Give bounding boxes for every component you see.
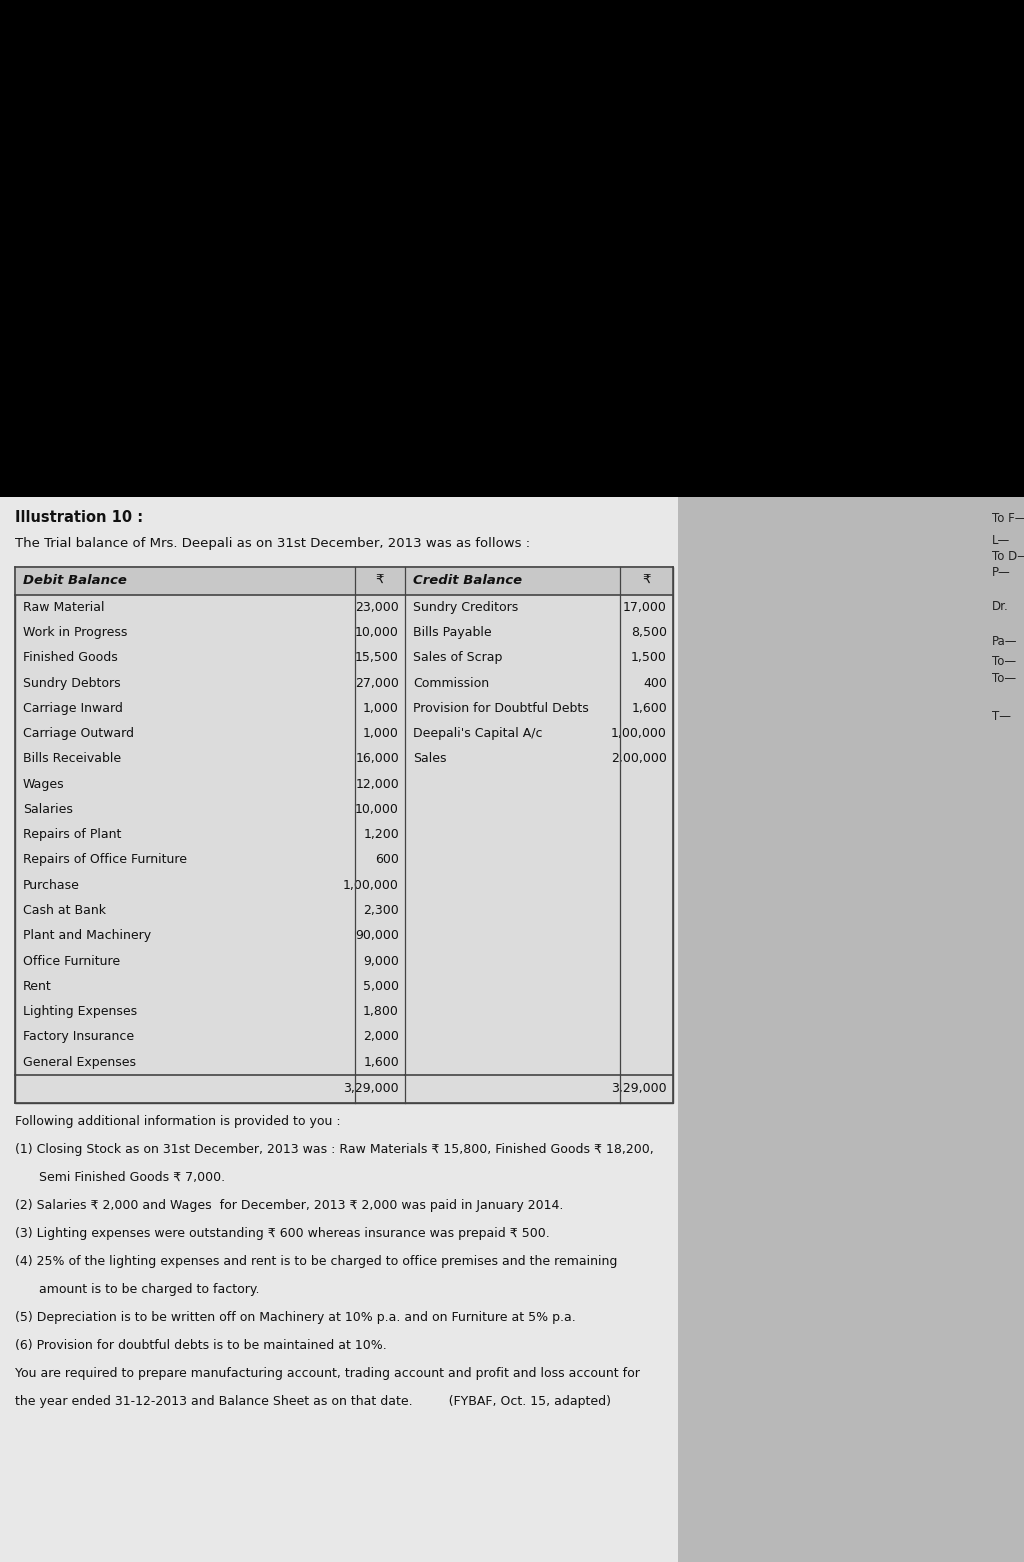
Text: Carriage Inward: Carriage Inward — [23, 701, 123, 715]
Text: Sundry Creditors: Sundry Creditors — [413, 601, 518, 614]
Text: 1,200: 1,200 — [364, 828, 399, 842]
Text: 3,29,000: 3,29,000 — [343, 1082, 399, 1095]
Text: Deepali's Capital A/c: Deepali's Capital A/c — [413, 728, 543, 740]
Text: 1,00,000: 1,00,000 — [611, 728, 667, 740]
Text: Purchase: Purchase — [23, 879, 80, 892]
Text: Salaries: Salaries — [23, 803, 73, 815]
Text: 1,000: 1,000 — [364, 728, 399, 740]
Text: 1,00,000: 1,00,000 — [343, 879, 399, 892]
Text: ₹: ₹ — [642, 575, 650, 587]
Bar — [678, 497, 1024, 1562]
Text: Cash at Bank: Cash at Bank — [23, 904, 106, 917]
Text: 1,000: 1,000 — [364, 701, 399, 715]
Text: 1,800: 1,800 — [364, 1004, 399, 1018]
Text: L—: L— — [992, 534, 1011, 547]
Bar — [0, 0, 1024, 497]
Text: You are required to prepare manufacturing account, trading account and profit an: You are required to prepare manufacturin… — [15, 1367, 640, 1379]
Text: 1,600: 1,600 — [364, 1056, 399, 1068]
Text: 2,00,000: 2,00,000 — [611, 753, 667, 765]
Text: (6) Provision for doubtful debts is to be maintained at 10%.: (6) Provision for doubtful debts is to b… — [15, 1339, 387, 1351]
Text: Wages: Wages — [23, 778, 65, 790]
Text: Repairs of Office Furniture: Repairs of Office Furniture — [23, 853, 187, 867]
Text: Illustration 10 :: Illustration 10 : — [15, 509, 143, 525]
Text: Sales of Scrap: Sales of Scrap — [413, 651, 503, 664]
Bar — [0, 497, 1024, 1562]
Text: Office Furniture: Office Furniture — [23, 954, 120, 967]
Text: 10,000: 10,000 — [355, 803, 399, 815]
Text: Raw Material: Raw Material — [23, 601, 104, 614]
Text: T—: T— — [992, 711, 1011, 723]
Text: 16,000: 16,000 — [355, 753, 399, 765]
Text: 2,300: 2,300 — [364, 904, 399, 917]
Text: 2,000: 2,000 — [364, 1031, 399, 1043]
Text: Plant and Machinery: Plant and Machinery — [23, 929, 152, 942]
Text: 17,000: 17,000 — [624, 601, 667, 614]
Text: Credit Balance: Credit Balance — [413, 575, 522, 587]
Text: Bills Payable: Bills Payable — [413, 626, 492, 639]
Text: To—: To— — [992, 654, 1016, 669]
Bar — [0, 497, 678, 1562]
Text: Repairs of Plant: Repairs of Plant — [23, 828, 122, 842]
Text: (2) Salaries ₹ 2,000 and Wages  for December, 2013 ₹ 2,000 was paid in January 2: (2) Salaries ₹ 2,000 and Wages for Decem… — [15, 1198, 563, 1212]
Bar — [15, 567, 673, 595]
Text: To F—: To F— — [992, 512, 1024, 525]
Text: The Trial balance of Mrs. Deepali as on 31st December, 2013 was as follows :: The Trial balance of Mrs. Deepali as on … — [15, 537, 530, 550]
Text: the year ended 31-12-2013 and Balance Sheet as on that date.         (FYBAF, Oct: the year ended 31-12-2013 and Balance Sh… — [15, 1395, 611, 1407]
Text: Sales: Sales — [413, 753, 446, 765]
Text: Lighting Expenses: Lighting Expenses — [23, 1004, 137, 1018]
Text: amount is to be charged to factory.: amount is to be charged to factory. — [15, 1282, 259, 1296]
Text: Pa—: Pa— — [992, 636, 1018, 648]
Text: Finished Goods: Finished Goods — [23, 651, 118, 664]
Text: 12,000: 12,000 — [355, 778, 399, 790]
Text: Rent: Rent — [23, 979, 52, 993]
Text: To D—: To D— — [992, 550, 1024, 564]
Text: Commission: Commission — [413, 676, 489, 690]
Text: 5,000: 5,000 — [362, 979, 399, 993]
Text: 600: 600 — [375, 853, 399, 867]
Text: 1,600: 1,600 — [631, 701, 667, 715]
Text: To—: To— — [992, 672, 1016, 686]
Text: Provision for Doubtful Debts: Provision for Doubtful Debts — [413, 701, 589, 715]
Text: Debit Balance: Debit Balance — [23, 575, 127, 587]
Text: Carriage Outward: Carriage Outward — [23, 728, 134, 740]
Text: 400: 400 — [643, 676, 667, 690]
Text: (1) Closing Stock as on 31st December, 2013 was : Raw Materials ₹ 15,800, Finish: (1) Closing Stock as on 31st December, 2… — [15, 1143, 653, 1156]
Text: 1,500: 1,500 — [631, 651, 667, 664]
Text: Dr.: Dr. — [992, 600, 1009, 614]
Text: Semi Finished Goods ₹ 7,000.: Semi Finished Goods ₹ 7,000. — [15, 1170, 225, 1184]
Text: P—: P— — [992, 565, 1011, 580]
Text: Bills Receivable: Bills Receivable — [23, 753, 121, 765]
Text: (3) Lighting expenses were outstanding ₹ 600 whereas insurance was prepaid ₹ 500: (3) Lighting expenses were outstanding ₹… — [15, 1226, 550, 1240]
Text: Sundry Debtors: Sundry Debtors — [23, 676, 121, 690]
Text: 10,000: 10,000 — [355, 626, 399, 639]
Text: 8,500: 8,500 — [631, 626, 667, 639]
Text: Factory Insurance: Factory Insurance — [23, 1031, 134, 1043]
Text: (4) 25% of the lighting expenses and rent is to be charged to office premises an: (4) 25% of the lighting expenses and ren… — [15, 1254, 617, 1268]
Text: 9,000: 9,000 — [364, 954, 399, 967]
Text: (5) Depreciation is to be written off on Machinery at 10% p.a. and on Furniture : (5) Depreciation is to be written off on… — [15, 1311, 575, 1323]
Text: Work in Progress: Work in Progress — [23, 626, 127, 639]
Text: Following additional information is provided to you :: Following additional information is prov… — [15, 1115, 341, 1128]
Bar — [15, 567, 673, 1103]
Text: 3,29,000: 3,29,000 — [611, 1082, 667, 1095]
Text: 23,000: 23,000 — [355, 601, 399, 614]
Text: 27,000: 27,000 — [355, 676, 399, 690]
Text: ₹: ₹ — [376, 575, 384, 587]
Text: General Expenses: General Expenses — [23, 1056, 136, 1068]
Text: 15,500: 15,500 — [355, 651, 399, 664]
Text: 90,000: 90,000 — [355, 929, 399, 942]
